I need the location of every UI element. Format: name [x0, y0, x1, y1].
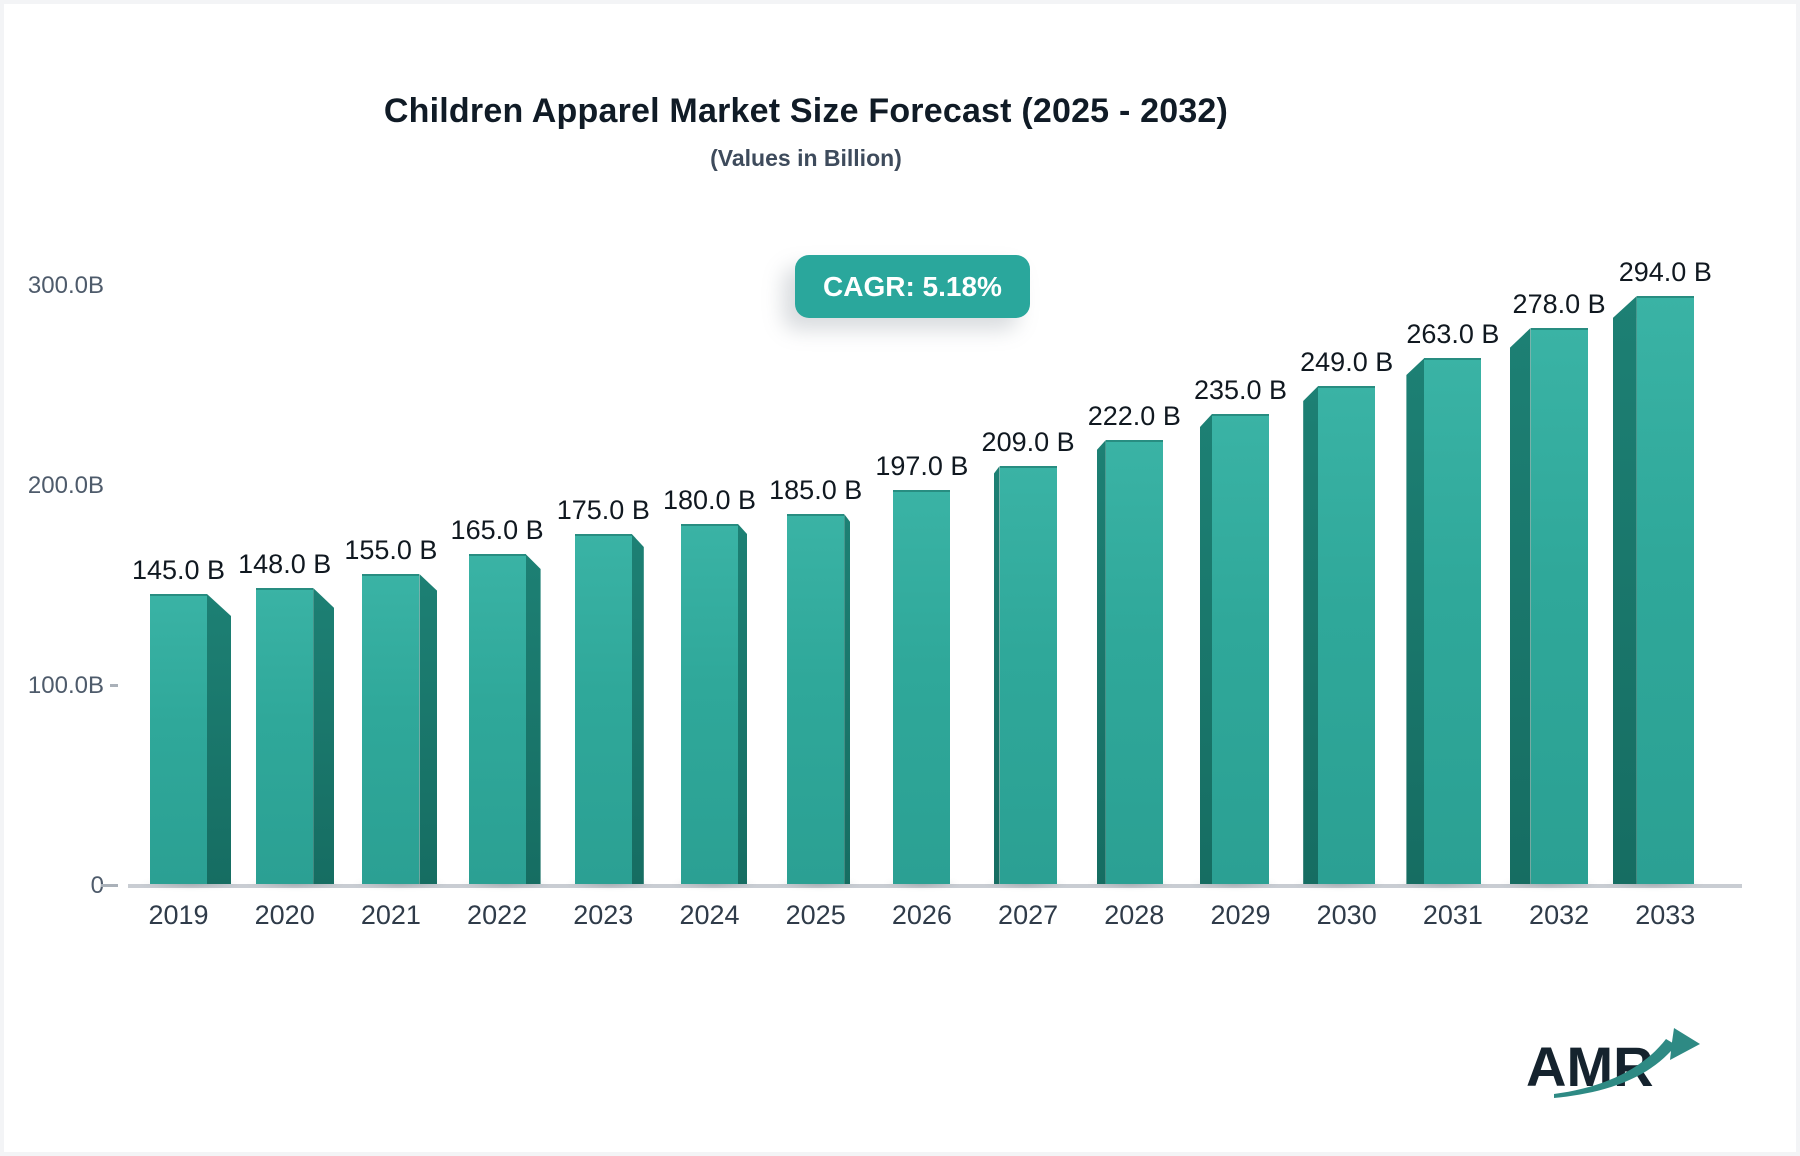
bar-value-label: 175.0 B	[556, 495, 650, 525]
page-subtitle: (Values in Billion)	[710, 145, 902, 171]
bar-front-face	[999, 466, 1057, 884]
bar-front-face	[150, 594, 207, 884]
y-axis-label: 200.0B	[27, 472, 104, 499]
bar-front-face	[1318, 386, 1376, 884]
cagr-badge: CAGR: 5.18%	[795, 255, 1030, 318]
bar-2033	[1604, 296, 1702, 888]
bar-value-label: 222.0 B	[1087, 401, 1181, 431]
x-axis-label: 2019	[148, 900, 209, 930]
bar-2029	[1192, 414, 1277, 888]
amr-logo: AMR	[1526, 1028, 1700, 1098]
x-axis-label: 2022	[467, 900, 528, 930]
bar-front-face	[574, 534, 632, 884]
bar-side-face	[844, 514, 851, 884]
bar-front-face	[468, 554, 526, 884]
bar-side-face	[313, 588, 335, 884]
x-axis-label: 2030	[1316, 900, 1377, 930]
bar-side-face	[1096, 440, 1106, 884]
bar-side-face	[1200, 414, 1212, 884]
y-axis-label: 300.0B	[27, 272, 104, 299]
bar-value-label: 294.0 B	[1618, 257, 1712, 287]
bar-front-face	[1424, 358, 1482, 884]
bar-side-face	[525, 554, 541, 884]
y-axis-label: 0	[90, 872, 104, 899]
bar-front-face	[1105, 440, 1163, 884]
bar-front-face	[787, 514, 845, 884]
bar-front-face	[893, 490, 951, 884]
bar-front-face	[681, 524, 738, 884]
bar-side-face	[631, 534, 644, 884]
bar-2019	[142, 594, 239, 888]
bar-value-label: 145.0 B	[131, 555, 226, 585]
bar-value-label: 235.0 B	[1193, 375, 1288, 405]
bar-value-label: 155.0 B	[344, 535, 438, 565]
bar-side-face	[1406, 358, 1425, 884]
bar-front-face	[362, 574, 420, 884]
bar-side-face	[1303, 386, 1319, 884]
x-axis-label: 2021	[360, 900, 421, 930]
bar-value-label: 209.0 B	[981, 427, 1075, 457]
bar-front-face	[1530, 328, 1588, 884]
y-axis-label: 100.0B	[27, 672, 104, 699]
bar-value-label: 249.0 B	[1300, 347, 1394, 377]
bar-value-label: 148.0 B	[238, 549, 332, 579]
x-axis-label: 2026	[891, 900, 952, 930]
bar-value-label: 197.0 B	[875, 451, 969, 481]
bar-2020	[248, 588, 343, 888]
x-axis-label: 2023	[573, 900, 634, 930]
bar-value-label: 185.0 B	[769, 475, 863, 505]
bar-side-face	[738, 524, 747, 884]
bar-2027	[985, 466, 1065, 888]
x-axis-label: 2025	[785, 900, 846, 930]
bar-value-label: 263.0 B	[1406, 319, 1500, 349]
bar-side-face	[419, 574, 438, 884]
bar-2024	[673, 524, 755, 888]
bar-value-label: 180.0 B	[662, 485, 757, 515]
bar-side-face	[1509, 328, 1531, 884]
x-axis-label: 2020	[254, 900, 315, 930]
bar-value-label: 165.0 B	[450, 515, 544, 545]
bar-2026	[885, 490, 959, 888]
bar-side-face	[993, 466, 1000, 884]
x-axis-label: 2027	[998, 900, 1059, 930]
x-axis-label: 2028	[1104, 900, 1165, 930]
bar-2021	[354, 574, 446, 888]
bar-2032	[1501, 328, 1596, 888]
bar-2030	[1295, 386, 1384, 888]
bar-2028	[1088, 440, 1171, 888]
y-axis-tick	[110, 684, 118, 687]
page-title: Children Apparel Market Size Forecast (2…	[383, 92, 1229, 130]
bar-front-face	[1636, 296, 1694, 884]
bar-2025	[779, 514, 859, 888]
bar-front-face	[256, 588, 314, 884]
chart-header: Children Apparel Market Size Forecast (2…	[0, 92, 1612, 172]
bar-2022	[460, 554, 549, 888]
bar-2031	[1398, 358, 1490, 888]
bar-side-face	[1612, 296, 1637, 884]
bar-value-label: 278.0 B	[1512, 289, 1606, 319]
x-axis-label: 2032	[1529, 900, 1590, 930]
x-axis-label: 2031	[1422, 900, 1483, 930]
bar-front-face	[1212, 414, 1269, 884]
x-axis-label: 2033	[1635, 900, 1696, 930]
x-axis-label: 2029	[1210, 900, 1271, 930]
amr-logo-arrow-icon	[1554, 1028, 1700, 1098]
x-axis-label: 2024	[679, 900, 740, 930]
y-axis-tick	[101, 884, 118, 887]
bar-side-face	[207, 594, 231, 884]
x-axis-line	[128, 884, 1742, 888]
bar-2023	[566, 534, 652, 888]
